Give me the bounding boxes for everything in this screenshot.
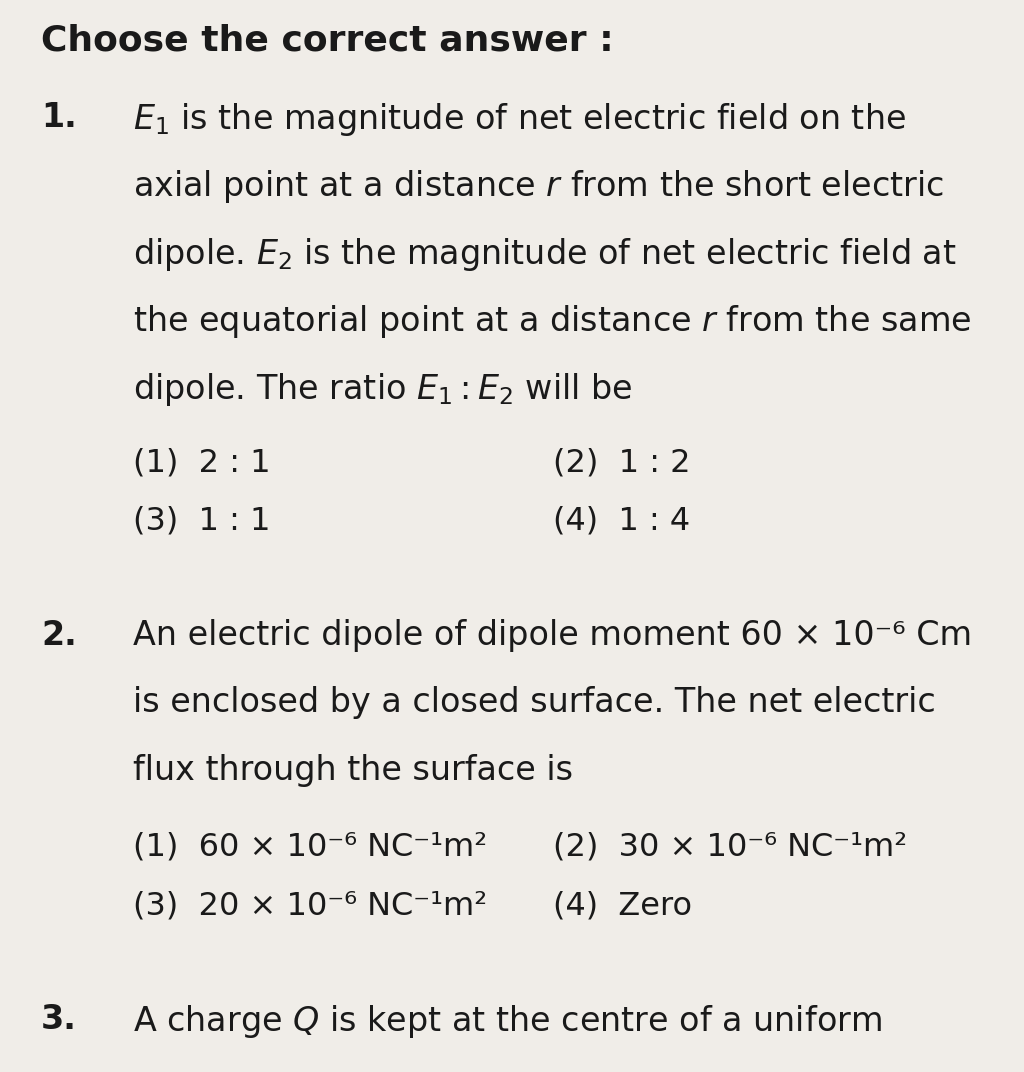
Text: dipole. The ratio $E_1 : E_2$ will be: dipole. The ratio $E_1 : E_2$ will be [133,371,633,408]
Text: (4)  Zero: (4) Zero [553,891,692,922]
Text: 1.: 1. [41,101,77,134]
Text: axial point at a distance $r$ from the short electric: axial point at a distance $r$ from the s… [133,168,944,206]
Text: is enclosed by a closed surface. The net electric: is enclosed by a closed surface. The net… [133,686,936,719]
Text: (4)  1 : 4: (4) 1 : 4 [553,506,690,537]
Text: (2)  30 × 10⁻⁶ NC⁻¹m²: (2) 30 × 10⁻⁶ NC⁻¹m² [553,832,907,863]
Text: 2.: 2. [41,619,77,652]
Text: (3)  1 : 1: (3) 1 : 1 [133,506,270,537]
Text: spherical shell of radius $R$ and carrying charge $q$.: spherical shell of radius $R$ and carryi… [133,1071,951,1072]
Text: A charge $Q$ is kept at the centre of a uniform: A charge $Q$ is kept at the centre of a … [133,1003,882,1041]
Text: (2)  1 : 2: (2) 1 : 2 [553,447,690,478]
Text: 3.: 3. [41,1003,77,1037]
Text: (1)  60 × 10⁻⁶ NC⁻¹m²: (1) 60 × 10⁻⁶ NC⁻¹m² [133,832,487,863]
Text: flux through the surface is: flux through the surface is [133,754,573,787]
Text: (3)  20 × 10⁻⁶ NC⁻¹m²: (3) 20 × 10⁻⁶ NC⁻¹m² [133,891,487,922]
Text: Choose the correct answer :: Choose the correct answer : [41,24,613,58]
Text: $E_1$ is the magnitude of net electric field on the: $E_1$ is the magnitude of net electric f… [133,101,906,138]
Text: dipole. $E_2$ is the magnitude of net electric field at: dipole. $E_2$ is the magnitude of net el… [133,236,956,273]
Text: the equatorial point at a distance $r$ from the same: the equatorial point at a distance $r$ f… [133,303,972,341]
Text: (1)  2 : 1: (1) 2 : 1 [133,447,270,478]
Text: An electric dipole of dipole moment 60 × 10⁻⁶ Cm: An electric dipole of dipole moment 60 ×… [133,619,972,652]
